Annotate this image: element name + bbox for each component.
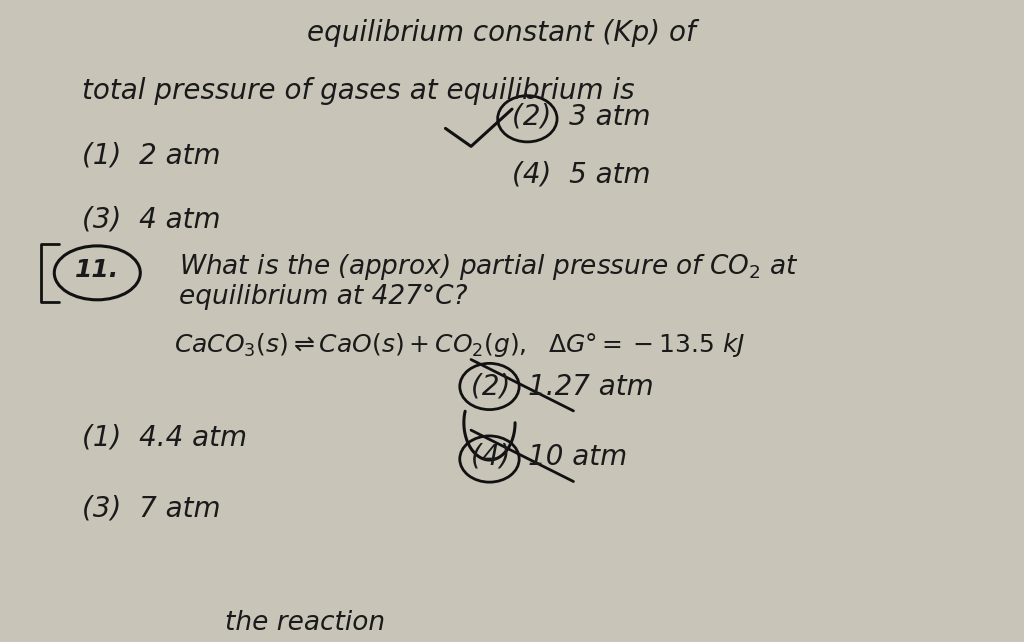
Text: (3)  7 atm: (3) 7 atm <box>82 494 220 523</box>
Text: (1)  2 atm: (1) 2 atm <box>82 141 220 169</box>
Text: equilibrium constant (Kp) of: equilibrium constant (Kp) of <box>307 19 696 48</box>
Text: (1)  4.4 atm: (1) 4.4 atm <box>82 424 247 452</box>
Text: the reaction: the reaction <box>225 610 385 636</box>
Text: (2)  1.27 atm: (2) 1.27 atm <box>471 372 653 401</box>
Text: (2)  3 atm: (2) 3 atm <box>512 103 650 131</box>
Text: 11.: 11. <box>75 257 120 282</box>
Text: $\mathit{CaCO_3(s) \rightleftharpoons CaO(s) + CO_2(g),\ \ \Delta G° = -13.5\ kJ: $\mathit{CaCO_3(s) \rightleftharpoons Ca… <box>174 331 745 359</box>
Text: (3)  4 atm: (3) 4 atm <box>82 205 220 234</box>
Text: (4)  10 atm: (4) 10 atm <box>471 443 627 471</box>
Text: equilibrium at 427°C?: equilibrium at 427°C? <box>179 284 468 309</box>
Text: (4)  5 atm: (4) 5 atm <box>512 160 650 189</box>
Text: What is the (approx) partial pressure of $\mathit{CO_2}$ at: What is the (approx) partial pressure of… <box>179 252 799 282</box>
Text: total pressure of gases at equilibrium is: total pressure of gases at equilibrium i… <box>82 77 635 105</box>
